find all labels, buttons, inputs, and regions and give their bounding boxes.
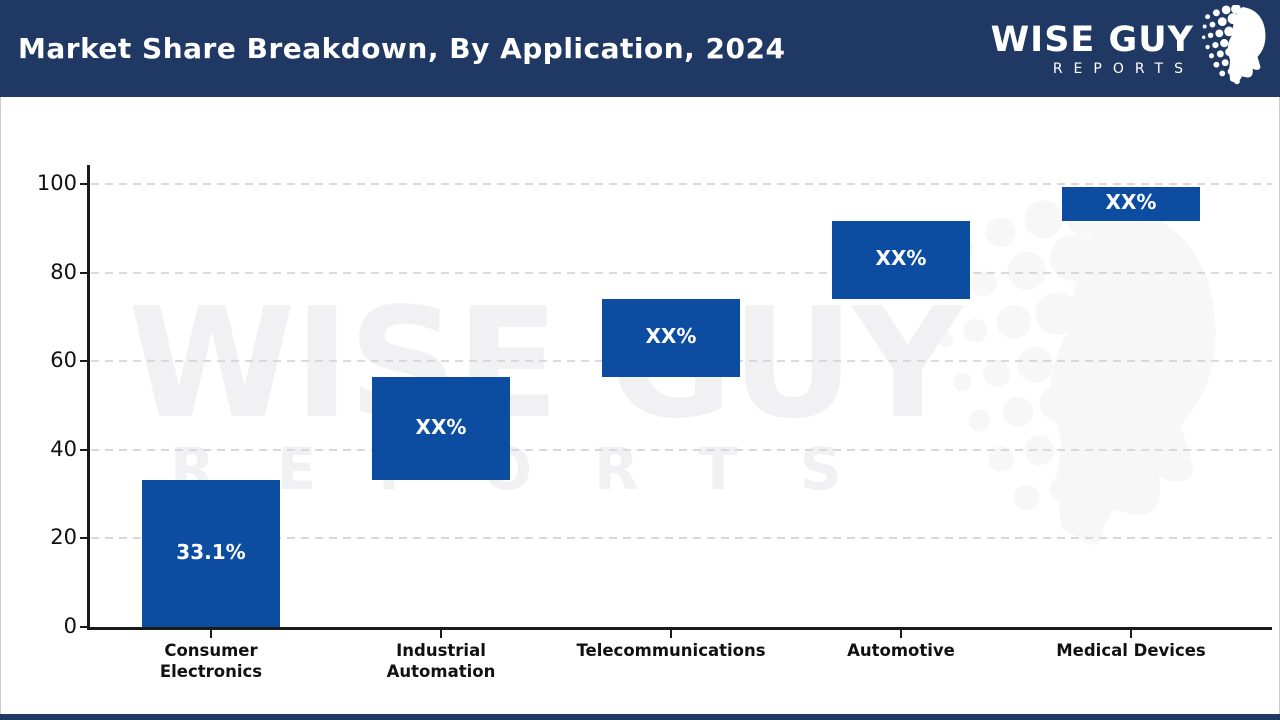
x-axis-spine (87, 627, 1272, 630)
x-category-label-line: Medical Devices (1056, 641, 1206, 660)
y-tick-mark (80, 360, 89, 363)
y-tick-label: 100 (36, 171, 77, 195)
x-category-label: Automotive (786, 640, 1016, 661)
x-category-label: Telecommunications (556, 640, 786, 661)
y-tick-mark (80, 537, 89, 540)
page-title: Market Share Breakdown, By Application, … (18, 32, 786, 65)
x-category-label: Consumer Electronics (96, 640, 326, 682)
y-gridline (91, 271, 1272, 274)
y-tick-label: 20 (50, 525, 77, 550)
bar-segment (602, 299, 740, 377)
bar-value-label: XX% (1105, 190, 1157, 215)
bar-value-label: 33.1% (176, 539, 246, 564)
header-bar: Market Share Breakdown, By Application, … (0, 0, 1280, 97)
y-tick-label: 0 (63, 614, 77, 638)
bar-value-label: XX% (645, 323, 697, 348)
watermark-wiseguy-text: WISE GUY (128, 275, 963, 452)
x-category-label-line: Electronics (159, 662, 263, 681)
x-tick-mark (440, 630, 442, 638)
wiseguy-logo-text: WISE GUY REPORTS (991, 21, 1194, 77)
bar-segment (372, 376, 510, 481)
y-tick-mark (80, 448, 89, 451)
watermark-dotted-head-profile-icon (928, 193, 1228, 587)
bar-segment (142, 480, 280, 627)
y-axis-spine (87, 165, 90, 630)
x-category-label-line: Automotive (847, 641, 955, 660)
y-gridline (91, 537, 1272, 540)
wiseguy-logo: WISE GUY REPORTS (991, 4, 1270, 94)
bar-value-label: XX% (415, 414, 467, 439)
x-tick-mark (670, 630, 672, 638)
y-tick-mark (80, 626, 89, 628)
x-tick-mark (900, 630, 902, 638)
y-gridline (91, 448, 1272, 451)
x-category-label: Medical Devices (1016, 640, 1246, 661)
x-category-label-line: Consumer (164, 641, 258, 660)
y-tick-label: 80 (50, 259, 77, 284)
bar-value-label: XX% (875, 246, 927, 271)
y-tick-mark (80, 183, 89, 185)
x-tick-mark (1130, 630, 1132, 638)
x-category-label: Industrial Automation (326, 640, 556, 682)
bar-segment (832, 221, 970, 300)
y-gridline (91, 183, 1272, 185)
x-category-label-line: Telecommunications (576, 641, 766, 660)
bar-segment (1062, 187, 1200, 222)
x-category-label-line: Automation (386, 662, 496, 681)
y-tick-mark (80, 271, 89, 274)
x-category-label-line: Industrial (396, 641, 486, 660)
wiseguy-logo-name: WISE GUY (990, 20, 1194, 60)
wiseguy-logo-sub: REPORTS (1052, 61, 1194, 77)
x-tick-mark (210, 630, 212, 638)
y-tick-label: 60 (50, 348, 77, 373)
y-tick-label: 40 (50, 436, 77, 461)
footer-strip (0, 714, 1280, 720)
dotted-head-profile-icon (1198, 5, 1270, 93)
